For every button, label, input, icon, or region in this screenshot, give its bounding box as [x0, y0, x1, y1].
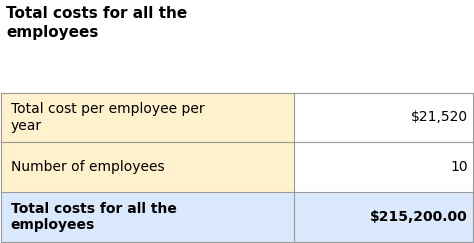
Text: Total costs for all the
employees: Total costs for all the employees: [11, 202, 177, 232]
FancyBboxPatch shape: [1, 142, 293, 192]
FancyBboxPatch shape: [1, 93, 293, 142]
FancyBboxPatch shape: [293, 192, 473, 242]
FancyBboxPatch shape: [293, 93, 473, 142]
Text: Total costs for all the
employees: Total costs for all the employees: [6, 6, 187, 40]
Text: Number of employees: Number of employees: [11, 160, 164, 174]
Text: $21,520: $21,520: [411, 111, 468, 124]
FancyBboxPatch shape: [1, 192, 293, 242]
Text: Total cost per employee per
year: Total cost per employee per year: [11, 102, 204, 133]
FancyBboxPatch shape: [293, 142, 473, 192]
Text: 10: 10: [450, 160, 468, 174]
Text: $215,200.00: $215,200.00: [370, 210, 468, 224]
